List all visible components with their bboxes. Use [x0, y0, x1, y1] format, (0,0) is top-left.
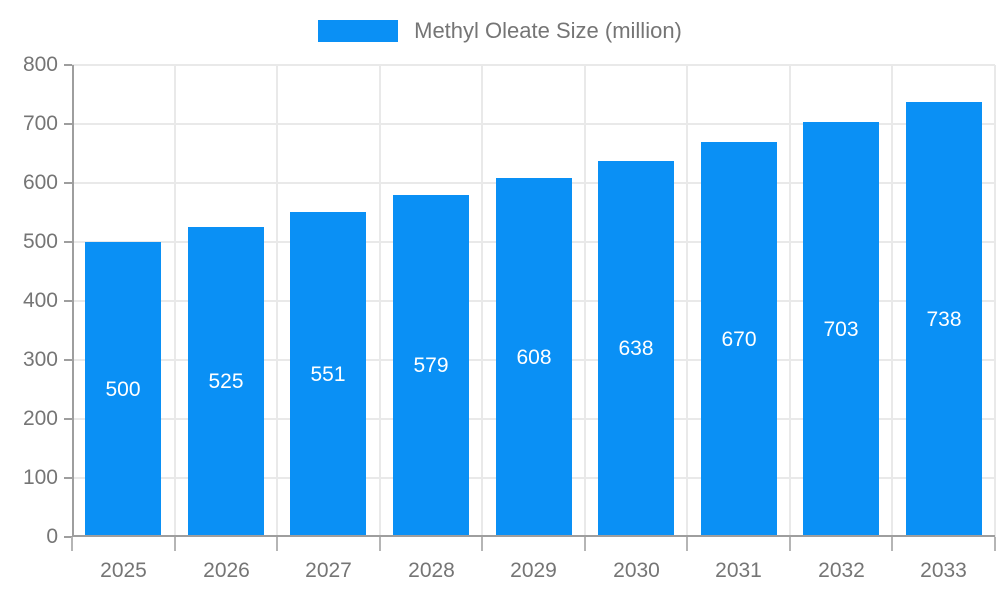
bar-value-label: 525	[208, 370, 244, 393]
x-axis-label: 2029	[510, 559, 557, 582]
bar-value-label: 608	[516, 346, 552, 369]
v-gridline	[481, 65, 483, 537]
y-axis-line	[72, 65, 74, 537]
x-tick	[994, 537, 996, 551]
bar-value-label: 579	[413, 354, 449, 377]
v-gridline	[891, 65, 893, 537]
x-axis-label: 2026	[203, 559, 250, 582]
y-axis-label: 800	[22, 53, 58, 76]
h-gridline	[72, 64, 995, 66]
bar	[290, 212, 366, 537]
plot-area: 0 100 200 300 400 500 600 700 800 500 2025 525 2026 5…	[23, 53, 996, 582]
y-tick	[64, 64, 72, 66]
v-gridline	[174, 65, 176, 537]
v-gridline	[686, 65, 688, 537]
legend-label: Methyl Oleate Size (million)	[414, 18, 682, 43]
y-tick	[64, 123, 72, 125]
bar-value-label: 670	[721, 328, 757, 351]
v-gridline	[584, 65, 586, 537]
y-axis-label: 500	[22, 230, 58, 253]
x-tick	[276, 537, 278, 551]
bar-value-label: 738	[926, 308, 962, 331]
x-tick	[174, 537, 176, 551]
bar	[85, 242, 161, 537]
x-tick	[71, 537, 73, 551]
y-tick	[64, 536, 72, 538]
bar	[701, 142, 777, 537]
y-axis-label: 100	[22, 466, 58, 489]
y-axis-label: 400	[22, 289, 58, 312]
bar	[803, 122, 879, 537]
y-axis-label: 300	[22, 348, 58, 371]
bar-value-label: 638	[618, 337, 654, 360]
x-tick	[686, 537, 688, 551]
bar	[393, 195, 469, 537]
y-axis-label: 600	[22, 171, 58, 194]
legend-swatch	[318, 20, 399, 42]
x-axis-line	[72, 535, 995, 537]
x-axis-label: 2027	[305, 559, 352, 582]
v-gridline	[994, 65, 996, 537]
v-gridline	[379, 65, 381, 537]
bar	[188, 227, 264, 537]
x-axis-label: 2025	[100, 559, 147, 582]
bar	[496, 178, 572, 537]
y-tick	[64, 300, 72, 302]
bar-value-label: 500	[105, 378, 141, 401]
y-tick	[64, 359, 72, 361]
x-axis-label: 2030	[613, 559, 660, 582]
x-tick	[789, 537, 791, 551]
legend: Methyl Oleate Size (million)	[0, 18, 1000, 44]
x-axis-label: 2032	[818, 559, 865, 582]
y-tick	[64, 418, 72, 420]
v-gridline	[789, 65, 791, 537]
x-tick	[481, 537, 483, 551]
x-tick	[891, 537, 893, 551]
bar-value-label: 703	[823, 318, 859, 341]
x-tick	[584, 537, 586, 551]
x-axis-label: 2033	[920, 559, 967, 582]
bar	[906, 102, 982, 537]
v-gridline	[276, 65, 278, 537]
bar-value-label: 551	[310, 363, 346, 386]
bar	[598, 161, 674, 537]
y-tick	[64, 241, 72, 243]
h-gridline	[72, 123, 995, 125]
y-tick	[64, 477, 72, 479]
y-axis-label: 200	[22, 407, 58, 430]
x-axis-label: 2031	[715, 559, 762, 582]
y-axis-label: 0	[46, 525, 58, 548]
y-axis-label: 700	[22, 112, 58, 135]
x-tick	[379, 537, 381, 551]
y-tick	[64, 182, 72, 184]
x-axis-label: 2028	[408, 559, 455, 582]
